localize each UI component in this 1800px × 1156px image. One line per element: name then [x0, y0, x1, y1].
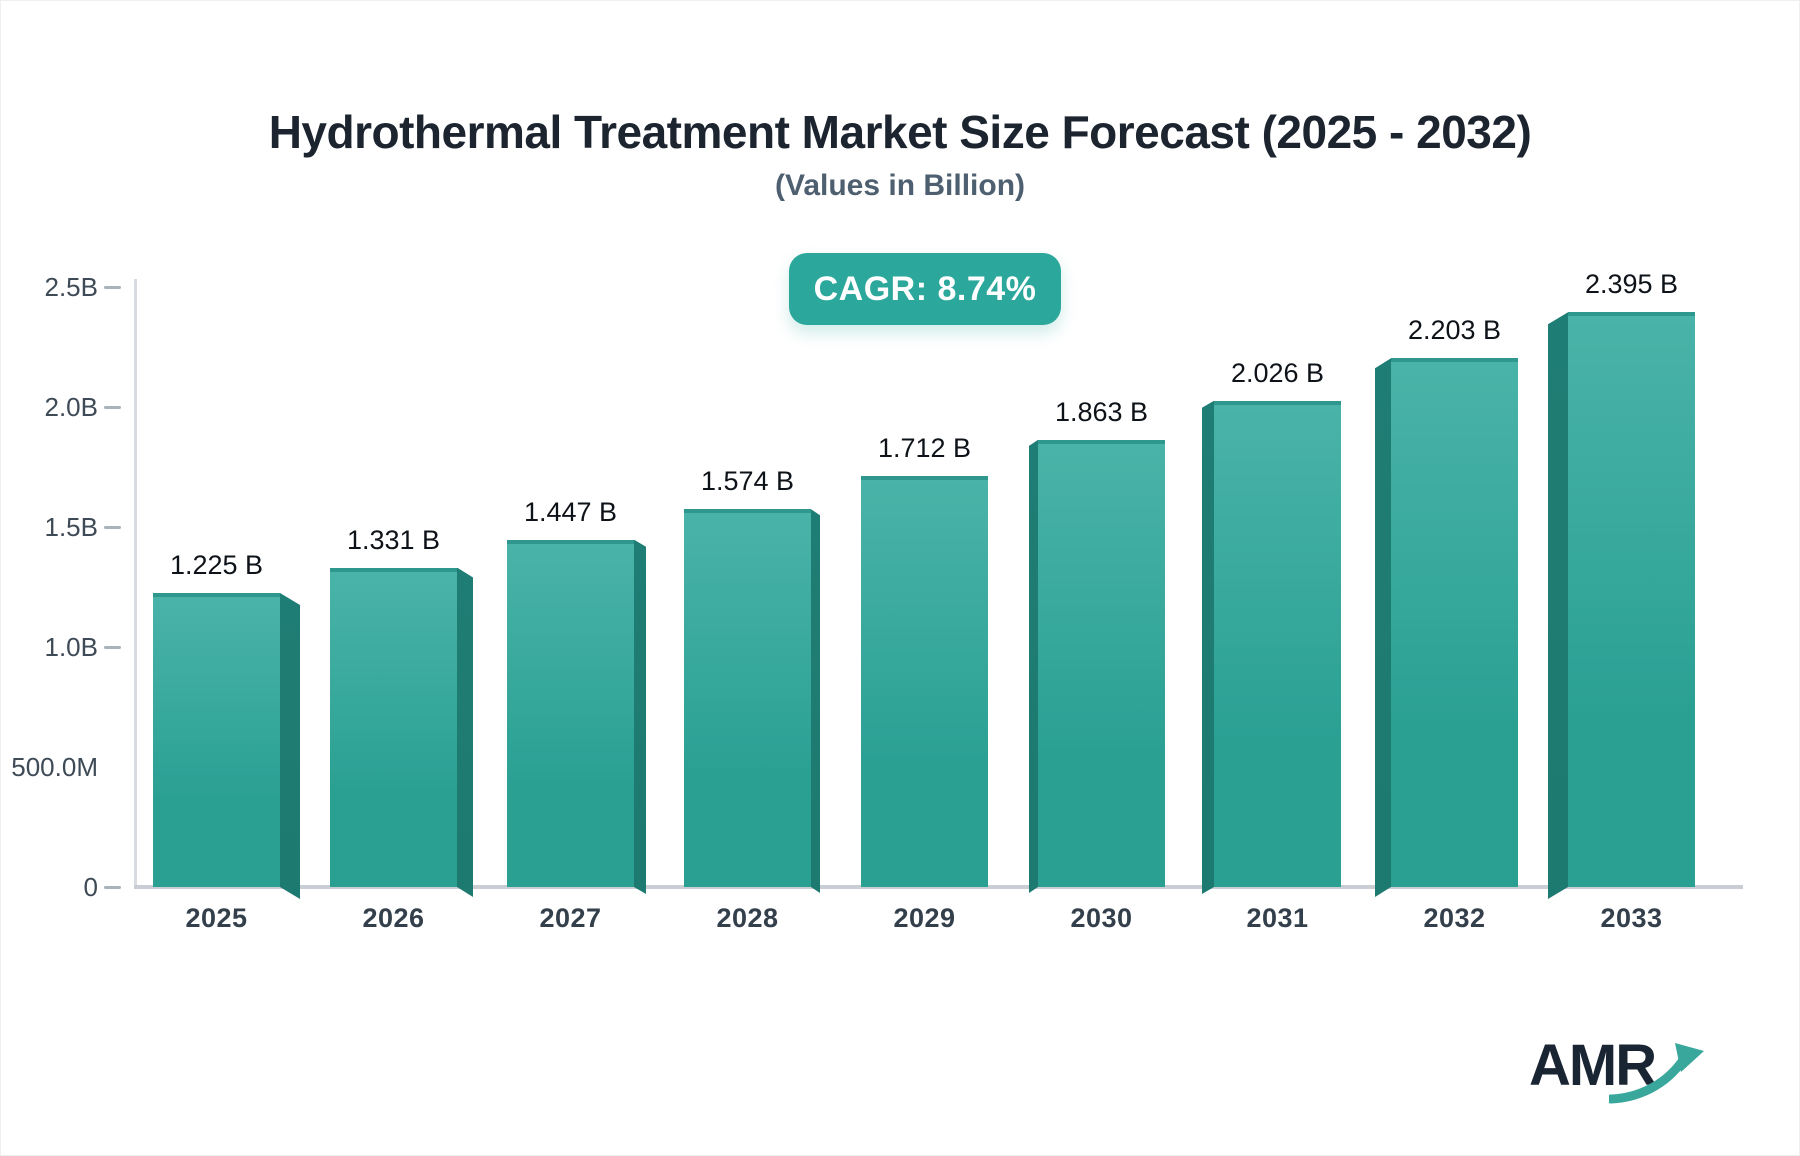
- cagr-badge: CAGR: 8.74%: [789, 253, 1061, 325]
- bar-side: [1029, 440, 1038, 893]
- logo: AMR: [1529, 1037, 1724, 1122]
- bar-side: [1375, 358, 1391, 897]
- bar-value-label: 1.712 B: [877, 433, 972, 464]
- growth-arrow-icon: [1609, 1043, 1704, 1104]
- x-axis-label-2031: 2031: [1246, 903, 1309, 933]
- x-axis-label-2028: 2028: [716, 903, 779, 933]
- bar-value-label: 1.574 B: [700, 466, 795, 497]
- bar-value-label: 1.863 B: [1054, 396, 1149, 427]
- chart-title: Hydrothermal Treatment Market Size Forec…: [268, 106, 1532, 158]
- bar-side: [811, 509, 820, 893]
- bar-2033: [1568, 312, 1695, 887]
- bar-2025: [153, 593, 280, 887]
- bar-side: [1202, 401, 1214, 894]
- y-axis-line: [134, 279, 137, 889]
- bar-2028: [684, 509, 811, 887]
- bar-2027: [507, 539, 634, 887]
- y-tick-label: 0: [83, 872, 98, 902]
- y-tick-label: 2.5B: [44, 272, 99, 302]
- bar-value-label: 2.203 B: [1407, 315, 1502, 346]
- x-axis-label-2029: 2029: [893, 903, 956, 933]
- bar-side: [457, 568, 473, 897]
- bar-2031: [1214, 400, 1341, 887]
- bar-side: [634, 540, 646, 894]
- x-axis-label-2027: 2027: [539, 903, 602, 933]
- y-tick-dash: [104, 645, 121, 649]
- bar-side: [1548, 312, 1568, 899]
- x-axis-label-2030: 2030: [1070, 903, 1133, 933]
- y-tick-dash: [104, 525, 121, 529]
- y-tick-label: 1.0B: [44, 632, 99, 662]
- y-tick-label: 1.5B: [44, 512, 99, 542]
- y-tick-dash: [104, 285, 121, 289]
- x-axis-label-2026: 2026: [362, 903, 425, 933]
- bar-2030: [1038, 439, 1165, 887]
- bar-value-label: 2.395 B: [1584, 269, 1679, 300]
- x-axis-baseline: [134, 885, 1743, 889]
- bar-2026: [330, 567, 457, 887]
- bar-value-label: 2.026 B: [1230, 357, 1325, 388]
- y-tick-dash: [104, 885, 121, 889]
- bar-value-label: 1.225 B: [169, 550, 264, 580]
- y-tick-label: 2.0B: [44, 392, 99, 422]
- logo-text: AMR: [1529, 1033, 1657, 1098]
- y-tick-dash: [104, 405, 121, 409]
- bar-2029: [861, 476, 988, 887]
- y-tick-label: 500.0M: [11, 752, 98, 782]
- bar-value-label: 1.447 B: [523, 496, 618, 527]
- bar-2032: [1391, 358, 1518, 887]
- bar-side: [280, 593, 300, 899]
- x-axis-label-2032: 2032: [1423, 903, 1486, 933]
- bar-value-label: 1.331 B: [346, 524, 441, 555]
- chart-subtitle: (Values in Billion): [774, 169, 1026, 202]
- x-axis-label-2033: 2033: [1600, 903, 1663, 933]
- x-axis-label-2025: 2025: [185, 903, 248, 933]
